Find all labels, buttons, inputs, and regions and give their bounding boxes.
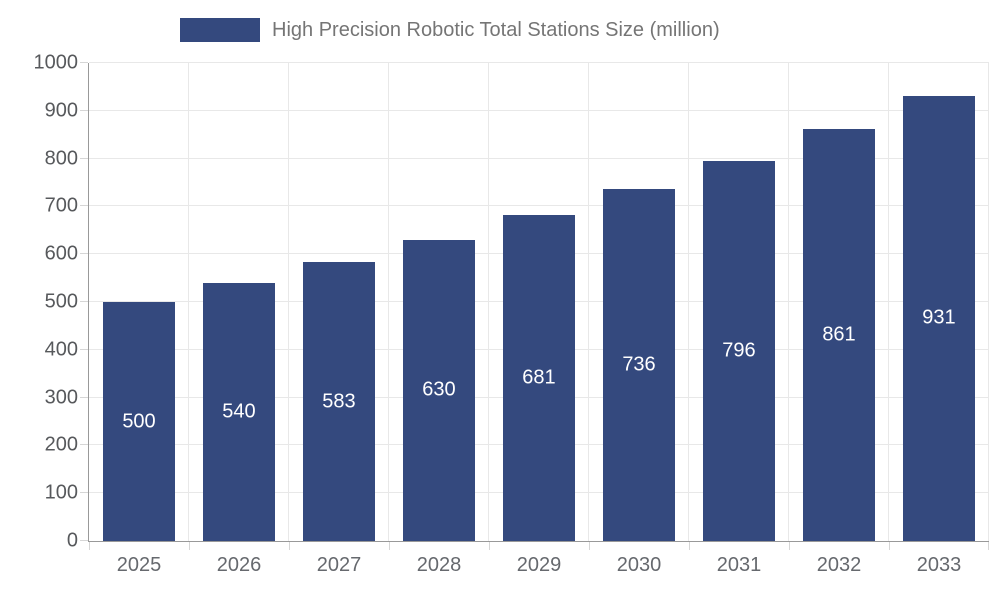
x-axis-tick xyxy=(889,542,890,550)
x-gridline xyxy=(887,63,889,541)
x-gridline xyxy=(387,63,389,541)
y-axis-label: 100 xyxy=(44,481,78,504)
bar-value-label: 796 xyxy=(722,339,756,362)
bar-2027[interactable]: 583 xyxy=(302,262,375,541)
x-gridline xyxy=(287,63,289,541)
bar-value-label: 630 xyxy=(422,378,456,401)
y-axis-label: 400 xyxy=(44,338,78,361)
y-gridline xyxy=(89,205,989,207)
y-axis-tick xyxy=(80,540,88,541)
x-axis-label: 2031 xyxy=(716,554,762,576)
x-axis-tick xyxy=(489,542,490,550)
x-axis-tick xyxy=(189,542,190,550)
x-gridline xyxy=(588,63,589,541)
y-axis-tick xyxy=(80,396,88,398)
bar-2032[interactable]: 861 xyxy=(803,129,875,541)
y-axis-label: 800 xyxy=(44,147,78,170)
bar-value-label: 500 xyxy=(122,410,156,432)
bar-2028[interactable]: 630 xyxy=(402,239,475,541)
bar-value-label: 583 xyxy=(322,390,356,413)
bar-2025[interactable]: 500 xyxy=(103,302,175,541)
x-axis-tick xyxy=(388,542,390,550)
y-axis-tick xyxy=(80,109,88,111)
x-axis-label: 2030 xyxy=(616,554,662,576)
x-axis-label: 2028 xyxy=(416,554,462,576)
x-axis-tick xyxy=(789,542,790,550)
y-axis-label: 700 xyxy=(44,194,78,217)
y-axis-label: 500 xyxy=(44,290,78,313)
bar-2029[interactable]: 681 xyxy=(502,215,575,541)
y-axis-label: 600 xyxy=(44,242,78,265)
legend-label: High Precision Robotic Total Stations Si… xyxy=(272,19,720,41)
y-axis-label: 900 xyxy=(44,99,78,122)
x-gridline xyxy=(687,63,689,541)
bar-value-label: 931 xyxy=(922,306,956,329)
y-gridline xyxy=(89,157,989,159)
x-gridline xyxy=(187,63,189,541)
y-gridline xyxy=(89,109,989,111)
y-axis-label: 0 xyxy=(66,529,78,552)
x-axis-tick xyxy=(589,542,590,550)
y-axis-label: 1000 xyxy=(33,51,79,74)
x-axis-label: 2033 xyxy=(916,554,962,576)
bar-value-label: 540 xyxy=(222,400,256,423)
y-axis-label: 300 xyxy=(44,386,78,409)
bar-2026[interactable]: 540 xyxy=(202,282,275,541)
x-axis-tick xyxy=(289,542,290,550)
y-axis-tick xyxy=(80,348,88,350)
y-gridline xyxy=(89,62,989,63)
y-axis-tick xyxy=(80,253,88,255)
bar-value-label: 681 xyxy=(522,366,556,389)
y-axis-tick xyxy=(80,205,88,207)
legend-swatch xyxy=(180,18,260,42)
x-axis-label: 2025 xyxy=(116,554,162,576)
y-axis-tick xyxy=(80,301,88,302)
x-axis-tick xyxy=(89,542,90,550)
x-gridline xyxy=(788,63,789,541)
x-axis-label: 2032 xyxy=(816,554,862,576)
y-axis-tick xyxy=(80,157,88,159)
y-axis-tick xyxy=(80,62,88,63)
bar-value-label: 736 xyxy=(622,353,656,376)
x-axis-tick xyxy=(688,542,690,550)
x-gridline xyxy=(487,63,489,541)
y-axis-tick xyxy=(80,492,88,494)
y-axis-label: 200 xyxy=(44,433,78,456)
bar-2031[interactable]: 796 xyxy=(702,160,775,541)
bar-2033[interactable]: 931 xyxy=(902,95,975,541)
y-axis-tick xyxy=(80,444,88,446)
x-axis-label: 2026 xyxy=(216,554,262,576)
bar-2030[interactable]: 736 xyxy=(603,189,675,541)
x-gridline xyxy=(988,63,989,541)
x-axis-tick xyxy=(988,542,989,550)
legend-item[interactable]: High Precision Robotic Total Stations Si… xyxy=(180,18,720,42)
bar-value-label: 861 xyxy=(822,323,856,346)
x-axis-label: 2027 xyxy=(316,554,362,576)
plot-area: 0 100 200 300 400 500 600 700 800 900 1000 2025 500 2… xyxy=(34,52,989,576)
x-axis-label: 2029 xyxy=(516,554,562,576)
